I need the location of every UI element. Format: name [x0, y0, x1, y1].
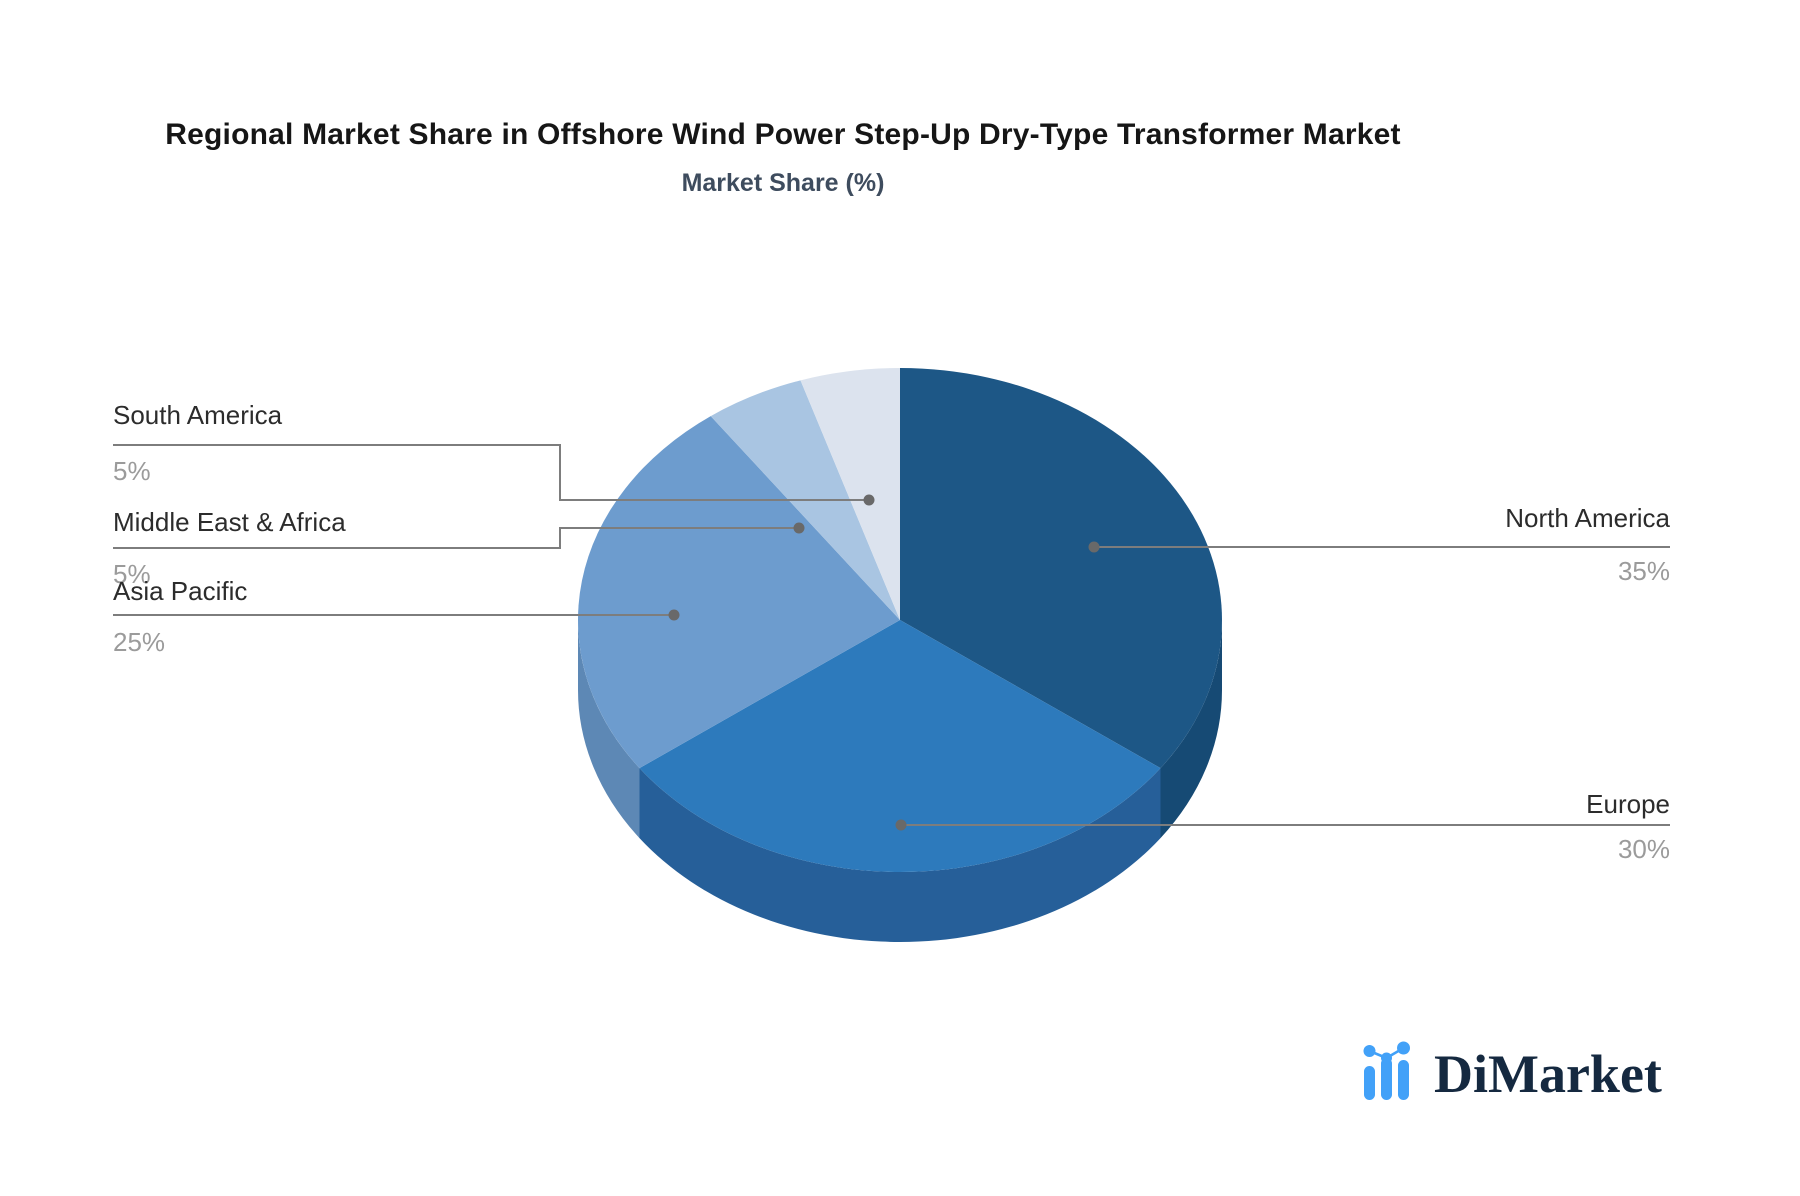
leader-line-south-america [113, 444, 869, 501]
slice-label-middle-east-africa: Middle East & Africa [113, 507, 346, 537]
leader-dot-europe [895, 819, 907, 831]
leader-dot-middle-east-africa [793, 522, 805, 534]
slice-value-north-america: 35% [1617, 556, 1670, 586]
leader-dot-south-america [863, 494, 875, 506]
slice-value-middle-east-africa: 5% [113, 559, 151, 589]
page-title: Regional Market Share in Offshore Wind P… [165, 118, 1401, 151]
brand-logo-text: DiMarket [1434, 1044, 1662, 1104]
slice-value-asia-pacific: 25% [113, 627, 166, 657]
slice-label-asia-pacific: Asia Pacific [113, 576, 248, 606]
chart-subtitle: Market Share (%) [681, 169, 885, 197]
pie-slice-north-america[interactable] [900, 368, 1222, 769]
leader-dot-north-america [1088, 541, 1100, 553]
slice-label-south-america: South America [113, 400, 283, 430]
leader-line-middle-east-africa [113, 527, 799, 549]
pie-slice-asia-pacific[interactable] [578, 416, 900, 769]
bar-chart-logo-icon [1363, 1041, 1410, 1100]
pie-slice-side-europe [639, 768, 1161, 942]
brand-logo: DiMarket [1360, 1040, 1662, 1104]
leader-dot-asia-pacific [668, 609, 680, 621]
slice-label-north-america: North America [1505, 503, 1670, 533]
pie-slice-south-america[interactable] [800, 367, 901, 620]
slice-label-europe: Europe [1586, 789, 1670, 819]
slice-value-south-america: 5% [113, 456, 151, 486]
pie-slice-side-north-america [1160, 620, 1222, 839]
slice-value-europe: 30% [1617, 834, 1670, 864]
pie-slice-side-asia-pacific [578, 620, 640, 839]
pie-slice-europe[interactable] [639, 620, 1161, 872]
